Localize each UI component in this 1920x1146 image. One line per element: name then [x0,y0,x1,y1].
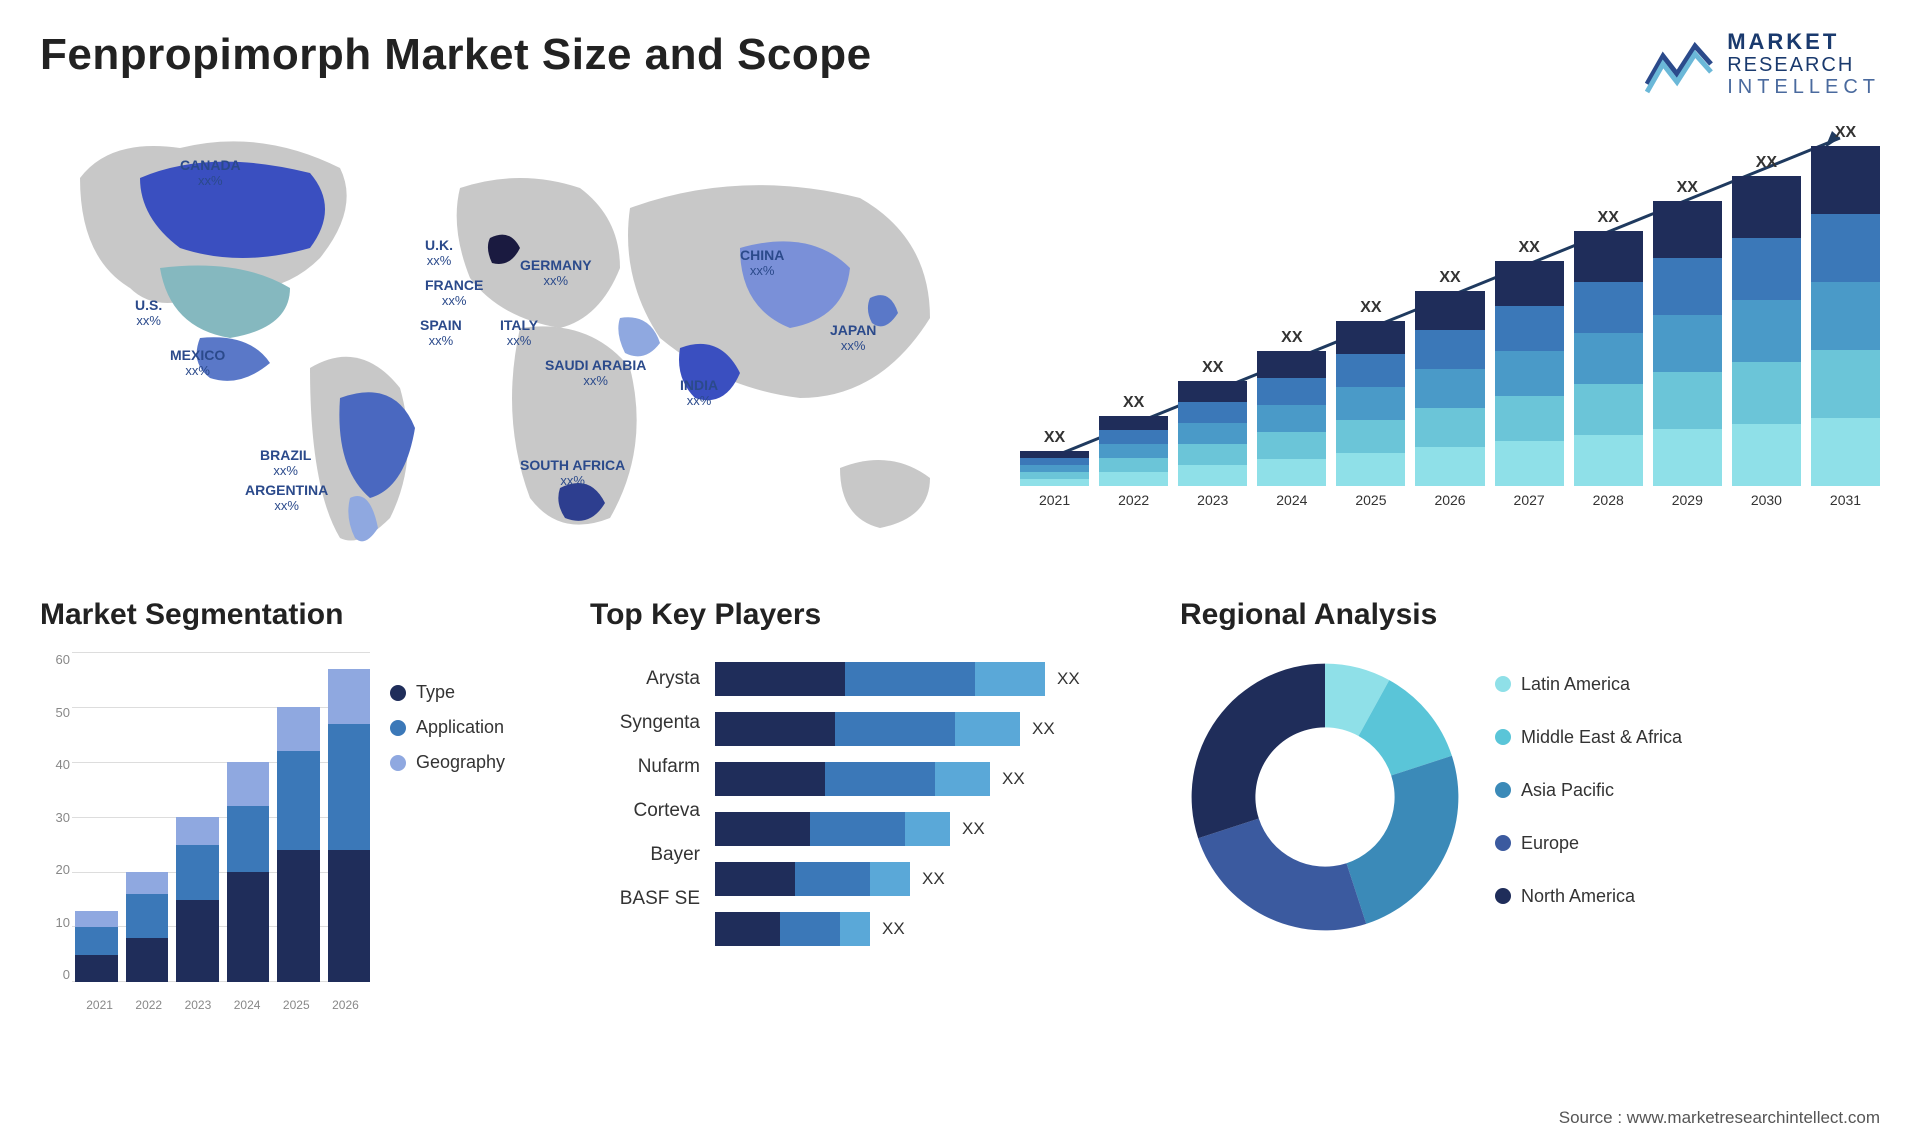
segmentation-chart: 0102030405060 202120222023202420252026 [40,652,370,1012]
growth-col-2023: XX2023 [1178,359,1247,508]
map-label-france: FRANCExx% [425,278,483,308]
growth-col-2022: XX2022 [1099,394,1168,508]
regional-donut-chart [1180,652,1470,942]
growth-chart-panel: XX2021XX2022XX2023XX2024XX2025XX2026XX20… [1020,118,1880,558]
reg-legend-middle-east-africa: Middle East & Africa [1495,727,1682,748]
kp-row-basf-se: XX [715,912,1150,946]
segmentation-title: Market Segmentation [40,598,560,632]
logo-text-2: RESEARCH [1727,54,1880,76]
kp-label-corteva: Corteva [590,800,700,822]
map-label-saudi-arabia: SAUDI ARABIAxx% [545,358,646,388]
regional-legend: Latin America Middle East & Africa Asia Pa… [1495,674,1682,921]
seg-col-2021 [75,911,118,983]
keyplayers-title: Top Key Players [590,598,1150,632]
segmentation-panel: Market Segmentation 0102030405060 202120… [40,598,560,1078]
seg-legend-geography: Geography [390,752,505,773]
donut-seg-north-america [1192,664,1325,839]
kp-label-basf-se: BASF SE [590,888,700,910]
seg-legend-type: Type [390,682,505,703]
map-label-argentina: ARGENTINAxx% [245,483,328,513]
regional-panel: Regional Analysis Latin America Middle Ea… [1180,598,1880,1078]
reg-legend-north-america: North America [1495,886,1682,907]
kp-label-syngenta: Syngenta [590,712,700,734]
map-label-germany: GERMANYxx% [520,258,592,288]
growth-col-2031: XX2031 [1811,124,1880,508]
map-label-india: INDIAxx% [680,378,718,408]
segmentation-legend: Type Application Geography [390,652,505,787]
logo: MARKET RESEARCH INTELLECT [1645,30,1880,98]
map-label-u-s-: U.S.xx% [135,298,162,328]
seg-col-2024 [227,762,270,982]
seg-legend-application: Application [390,717,505,738]
kp-row-nufarm: XX [715,762,1150,796]
page-title: Fenpropimorph Market Size and Scope [40,30,872,80]
seg-col-2026 [328,669,371,983]
growth-col-2030: XX2030 [1732,154,1801,508]
map-label-canada: CANADAxx% [180,158,241,188]
map-label-south-africa: SOUTH AFRICAxx% [520,458,625,488]
world-map-panel: CANADAxx% U.S.xx% MEXICOxx% BRAZILxx% ARGENT… [40,118,980,558]
kp-label-bayer: Bayer [590,844,700,866]
source-label: Source : www.marketresearchintellect.com [1559,1108,1880,1128]
seg-col-2022 [126,872,169,982]
growth-col-2025: XX2025 [1336,299,1405,508]
donut-seg-europe [1198,819,1366,931]
seg-col-2025 [277,707,320,982]
map-label-spain: SPAINxx% [420,318,462,348]
reg-legend-latin-america: Latin America [1495,674,1682,695]
kp-row-bayer: XX [715,862,1150,896]
growth-col-2021: XX2021 [1020,429,1089,508]
seg-col-2023 [176,817,219,982]
kp-row-syngenta: XX [715,712,1150,746]
map-label-mexico: MEXICOxx% [170,348,225,378]
reg-legend-asia-pacific: Asia Pacific [1495,780,1682,801]
map-label-japan: JAPANxx% [830,323,876,353]
growth-col-2029: XX2029 [1653,179,1722,508]
map-label-brazil: BRAZILxx% [260,448,311,478]
kp-label-arysta: Arysta [590,668,700,690]
map-label-china: CHINAxx% [740,248,784,278]
map-label-u-k-: U.K.xx% [425,238,453,268]
kp-row-arysta: XX [715,662,1150,696]
kp-label-nufarm: Nufarm [590,756,700,778]
regional-title: Regional Analysis [1180,598,1880,632]
donut-seg-asia-pacific [1347,756,1459,924]
growth-col-2026: XX2026 [1415,269,1484,508]
kp-row-corteva: XX [715,812,1150,846]
logo-text-1: MARKET [1727,30,1880,54]
logo-icon [1645,34,1715,94]
map-label-italy: ITALYxx% [500,318,538,348]
reg-legend-europe: Europe [1495,833,1682,854]
keyplayers-bars: XX XX XX XX XX XX [715,662,1150,946]
keyplayers-labels: Arysta Syngenta Nufarm Corteva Bayer BASF SE [590,662,700,910]
keyplayers-panel: Top Key Players Arysta Syngenta Nufarm Cort… [590,598,1150,1078]
growth-col-2027: XX2027 [1495,239,1564,508]
growth-col-2024: XX2024 [1257,329,1326,508]
growth-col-2028: XX2028 [1574,209,1643,508]
logo-text-3: INTELLECT [1727,76,1880,98]
